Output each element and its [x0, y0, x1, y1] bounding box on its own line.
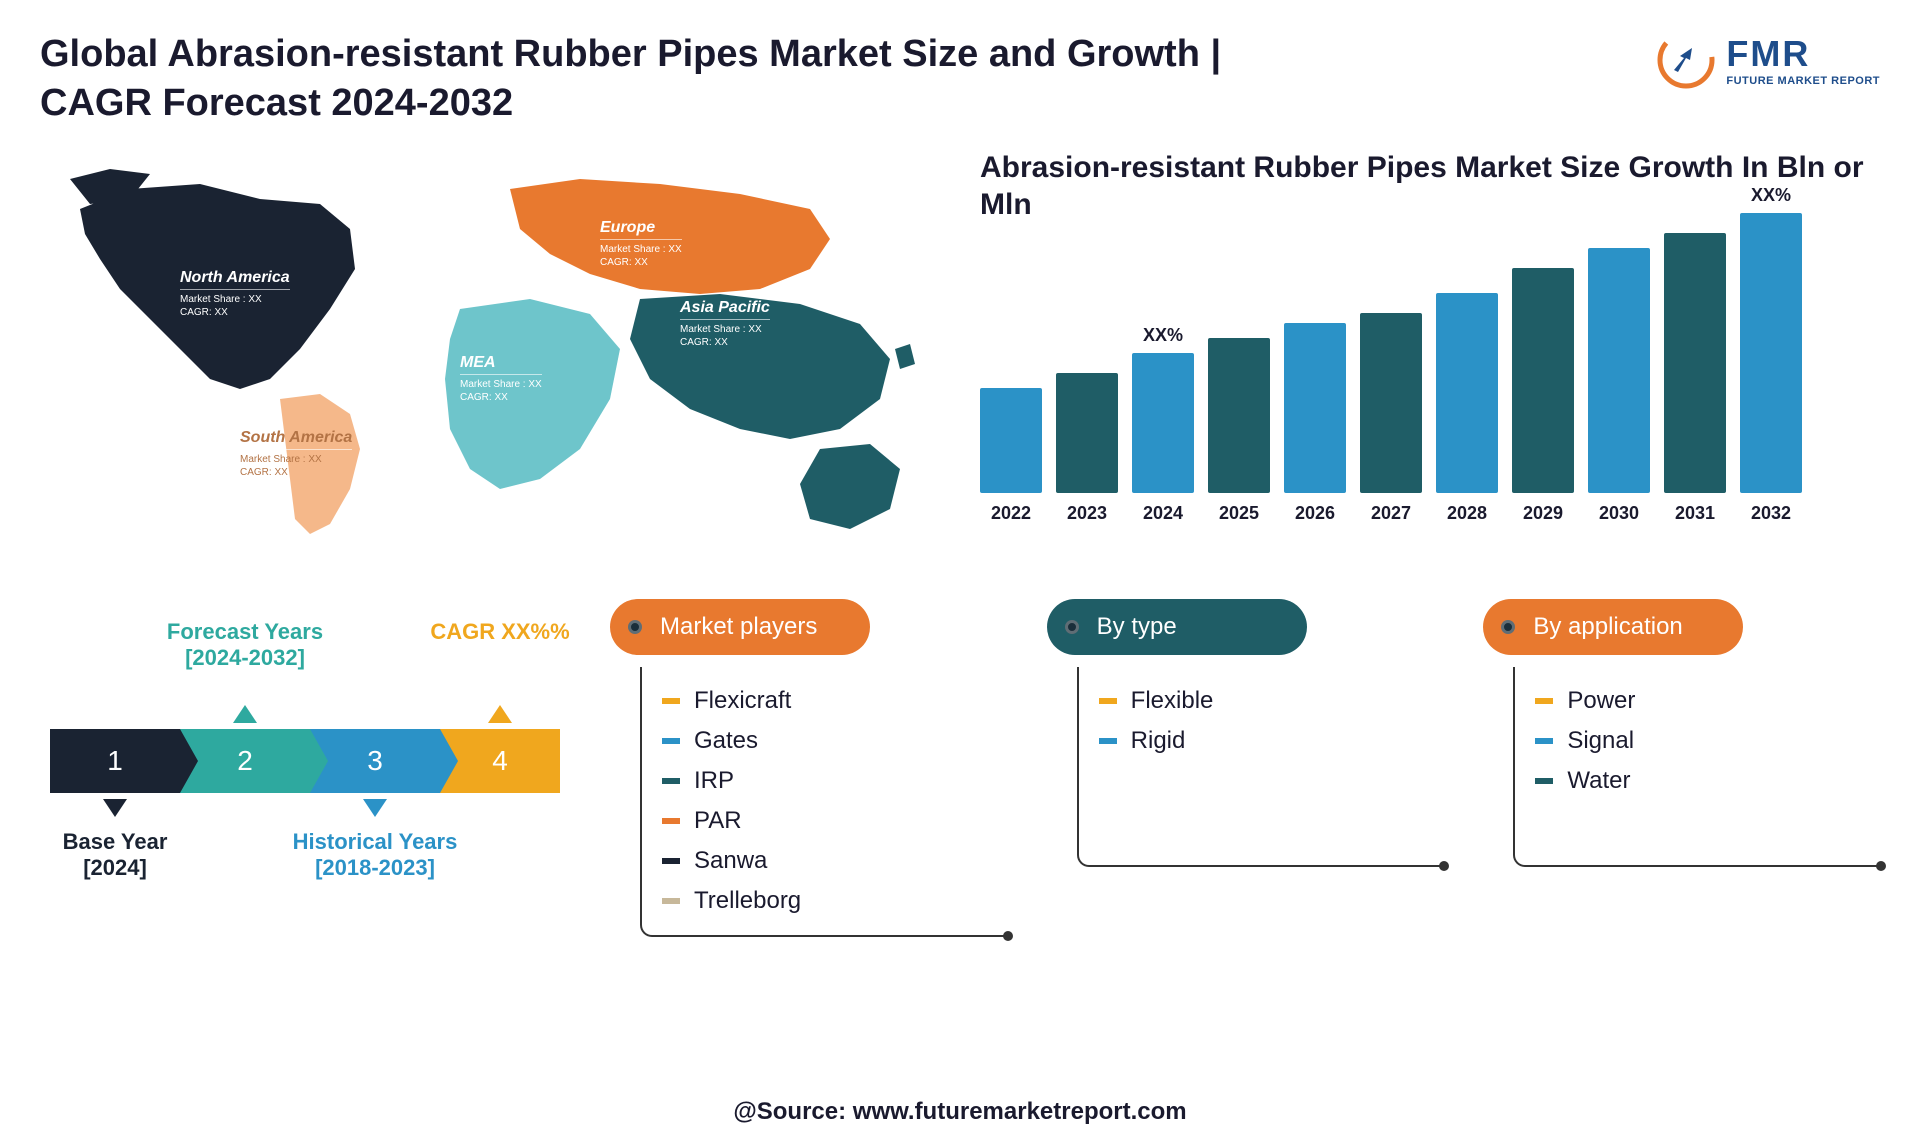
- list-item: Trelleborg: [642, 881, 1007, 921]
- region-label-europe: EuropeMarket Share : XXCAGR: XX: [600, 219, 682, 269]
- bar-2022: 2022: [980, 388, 1042, 524]
- bar-2032: XX%2032: [1740, 213, 1802, 524]
- timeline-arrow-icon: [363, 799, 387, 817]
- region-label-asia-pacific: Asia PacificMarket Share : XXCAGR: XX: [680, 299, 770, 349]
- page-title: Global Abrasion-resistant Rubber Pipes M…: [40, 30, 1240, 129]
- category-market-players: Market players FlexicraftGatesIRPPARSanwa…: [610, 599, 1007, 937]
- bar-2031: 2031: [1664, 233, 1726, 524]
- category-by-application: By application PowerSignalWater: [1483, 599, 1880, 937]
- region-label-south-america: South AmericaMarket Share : XXCAGR: XX: [240, 429, 352, 479]
- bar-2026: 2026: [1284, 323, 1346, 524]
- category-header: By type: [1047, 599, 1307, 655]
- list-item: Flexible: [1079, 681, 1444, 721]
- list-item: PAR: [642, 801, 1007, 841]
- list-item: IRP: [642, 761, 1007, 801]
- timeline-arrow-icon: [488, 705, 512, 723]
- list-item: Power: [1515, 681, 1880, 721]
- list-item: Signal: [1515, 721, 1880, 761]
- region-label-north-america: North AmericaMarket Share : XXCAGR: XX: [180, 269, 290, 319]
- bar-2029: 2029: [1512, 268, 1574, 524]
- list-item: Gates: [642, 721, 1007, 761]
- timeline-label-2: Forecast Years [2024-2032]: [150, 619, 340, 672]
- bar-2024: XX%2024: [1132, 353, 1194, 524]
- bar-2025: 2025: [1208, 338, 1270, 524]
- timeline-label-3: Historical Years [2018-2023]: [280, 829, 470, 882]
- timeline-arrow-icon: [103, 799, 127, 817]
- source-attribution: @Source: www.futuremarketreport.com: [733, 1098, 1186, 1126]
- region-label-mea: MEAMarket Share : XXCAGR: XX: [460, 354, 542, 404]
- list-item: Water: [1515, 761, 1880, 801]
- timeline-segment-4: 4: [440, 729, 560, 793]
- category-header: Market players: [610, 599, 870, 655]
- logo-icon: [1656, 30, 1716, 90]
- bar-2027: 2027: [1360, 313, 1422, 524]
- timeline-segment-2: 2: [180, 729, 310, 793]
- list-item: Rigid: [1079, 721, 1444, 761]
- list-item: Flexicraft: [642, 681, 1007, 721]
- category-by-type: By type FlexibleRigid: [1047, 599, 1444, 937]
- bar-2030: 2030: [1588, 248, 1650, 524]
- timeline-label-1: Base Year [2024]: [20, 829, 210, 882]
- logo-subtitle: FUTURE MARKET REPORT: [1726, 75, 1880, 87]
- bar-2023: 2023: [1056, 373, 1118, 524]
- logo: FMR FUTURE MARKET REPORT: [1656, 30, 1880, 90]
- timeline-segment-1: 1: [50, 729, 180, 793]
- list-item: Sanwa: [642, 841, 1007, 881]
- category-header: By application: [1483, 599, 1743, 655]
- logo-abbrev: FMR: [1726, 33, 1880, 75]
- world-map: North AmericaMarket Share : XXCAGR: XX So…: [40, 149, 940, 549]
- bar-2028: 2028: [1436, 293, 1498, 524]
- timeline-segment-3: 3: [310, 729, 440, 793]
- bar-chart: Abrasion-resistant Rubber Pipes Market S…: [980, 149, 1880, 549]
- region-asia-pacific: [630, 294, 915, 529]
- timeline-arrow-icon: [233, 705, 257, 723]
- timeline-label-4: CAGR XX%%: [405, 619, 595, 645]
- timeline: 1234Base Year [2024]Forecast Years [2024…: [40, 599, 580, 919]
